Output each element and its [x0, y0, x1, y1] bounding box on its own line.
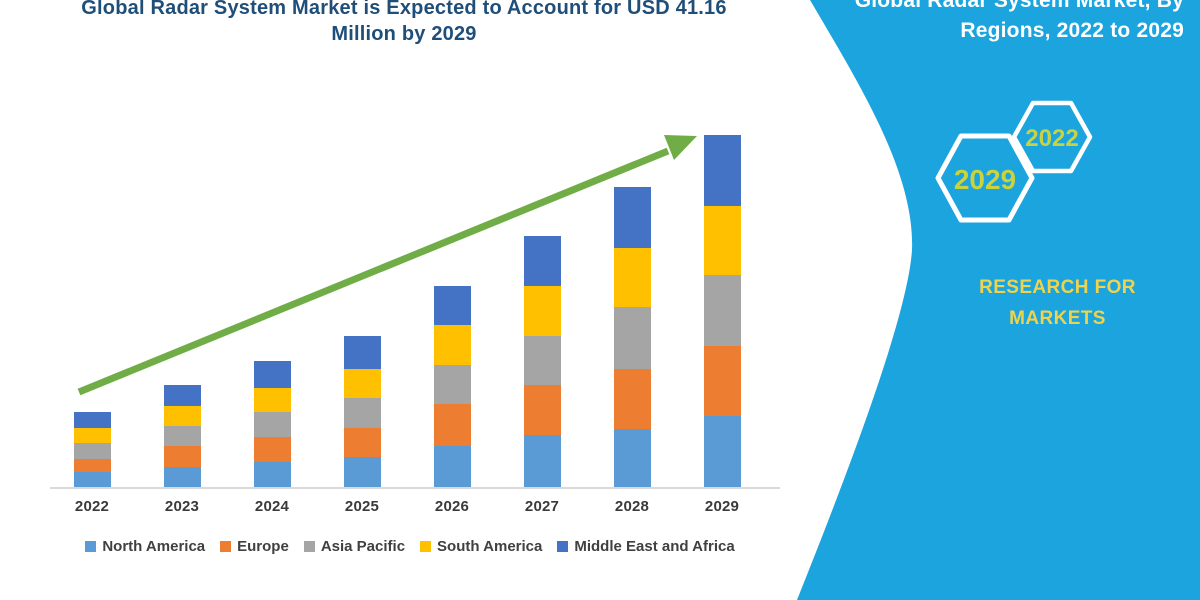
bar-segment [703, 134, 741, 207]
bar-segment [253, 387, 291, 413]
legend: North America Europe Asia Pacific South Ame… [0, 538, 820, 555]
bar-segment [253, 412, 291, 438]
bar-segment [343, 336, 381, 369]
bar-segment [73, 428, 111, 444]
bar-segment [73, 459, 111, 473]
x-tick-2026: 2026 [434, 498, 470, 515]
bar-segment [163, 405, 201, 427]
legend-label: Asia Pacific [320, 538, 406, 555]
bar-segment [703, 275, 741, 347]
bar-segment [523, 335, 561, 386]
bar-segment [433, 285, 471, 325]
bar-2022 [73, 412, 111, 487]
legend-item: Asia Pacific [303, 538, 406, 555]
hexagon-2029-label: 2029 [954, 164, 1016, 195]
bar-segment [73, 412, 111, 429]
legend-item: South America [420, 538, 542, 555]
bar-segment [523, 385, 561, 435]
bar-2027 [523, 235, 561, 487]
legend-swatch-icon [557, 541, 569, 552]
plot-area [0, 85, 800, 487]
x-tick-2028: 2028 [614, 498, 650, 515]
bar-segment [703, 346, 741, 416]
bar-segment [163, 384, 201, 406]
x-tick-2023: 2023 [164, 498, 200, 515]
bar-2026 [433, 285, 471, 487]
hexagon-2022-outline [1011, 100, 1093, 174]
legend-swatch-icon [220, 541, 232, 552]
bar-segment [613, 248, 651, 308]
x-tick-2024: 2024 [254, 498, 290, 515]
bar-segment [343, 397, 381, 428]
bar-segment [523, 235, 561, 287]
bar-segment [253, 361, 291, 388]
bar-segment [343, 368, 381, 398]
bar-2028 [613, 187, 651, 487]
bar-segment [433, 446, 471, 487]
bar-segment [163, 426, 201, 446]
bar-segment [253, 437, 291, 462]
bar-segment [433, 404, 471, 447]
chart-title: Global Radar System Market is Expected t… [81, 0, 727, 45]
bar-2024 [253, 361, 291, 487]
legend-label: Middle East and Africa [574, 538, 735, 555]
bar-segment [703, 415, 741, 487]
bar-segment [343, 457, 381, 487]
x-tick-2027: 2027 [524, 498, 560, 515]
bar-segment [163, 445, 201, 467]
legend-swatch-icon [85, 541, 97, 552]
legend-label: South America [437, 538, 543, 555]
bar-segment [523, 435, 561, 487]
bar-segment [73, 472, 111, 487]
bar-segment [613, 368, 651, 429]
bar-2029 [703, 134, 741, 487]
bar-segment [523, 286, 561, 336]
bar-2023 [163, 384, 201, 487]
bar-segment [703, 206, 741, 276]
legend-label: North America [102, 538, 206, 555]
chart-area: Global Radar System Market is Expected t… [0, 0, 820, 555]
bar-2025 [343, 336, 381, 487]
legend-swatch-icon [420, 541, 432, 552]
bar-segment [433, 364, 471, 405]
bar-segment [613, 307, 651, 369]
bar-segment [163, 466, 201, 487]
legend-item: Middle East and Africa [557, 538, 735, 555]
legend-item: North America [85, 538, 205, 555]
legend-swatch-icon [303, 541, 315, 552]
bar-segment [73, 443, 111, 460]
x-tick-2029: 2029 [704, 498, 740, 515]
hexagon-2029-outline [935, 133, 1035, 223]
bar-segment [433, 324, 471, 365]
panel-shape [797, 0, 1200, 600]
hexagon-2022-label: 2022 [1025, 125, 1078, 152]
bar-segment [253, 461, 291, 487]
legend-label: Europe [237, 538, 289, 555]
x-tick-2022: 2022 [74, 498, 110, 515]
legend-item: Europe [220, 538, 289, 555]
x-tick-2025: 2025 [344, 498, 380, 515]
bar-segment [343, 427, 381, 457]
bar-segment [613, 428, 651, 487]
bar-segment [613, 187, 651, 249]
x-axis-line [50, 487, 780, 489]
